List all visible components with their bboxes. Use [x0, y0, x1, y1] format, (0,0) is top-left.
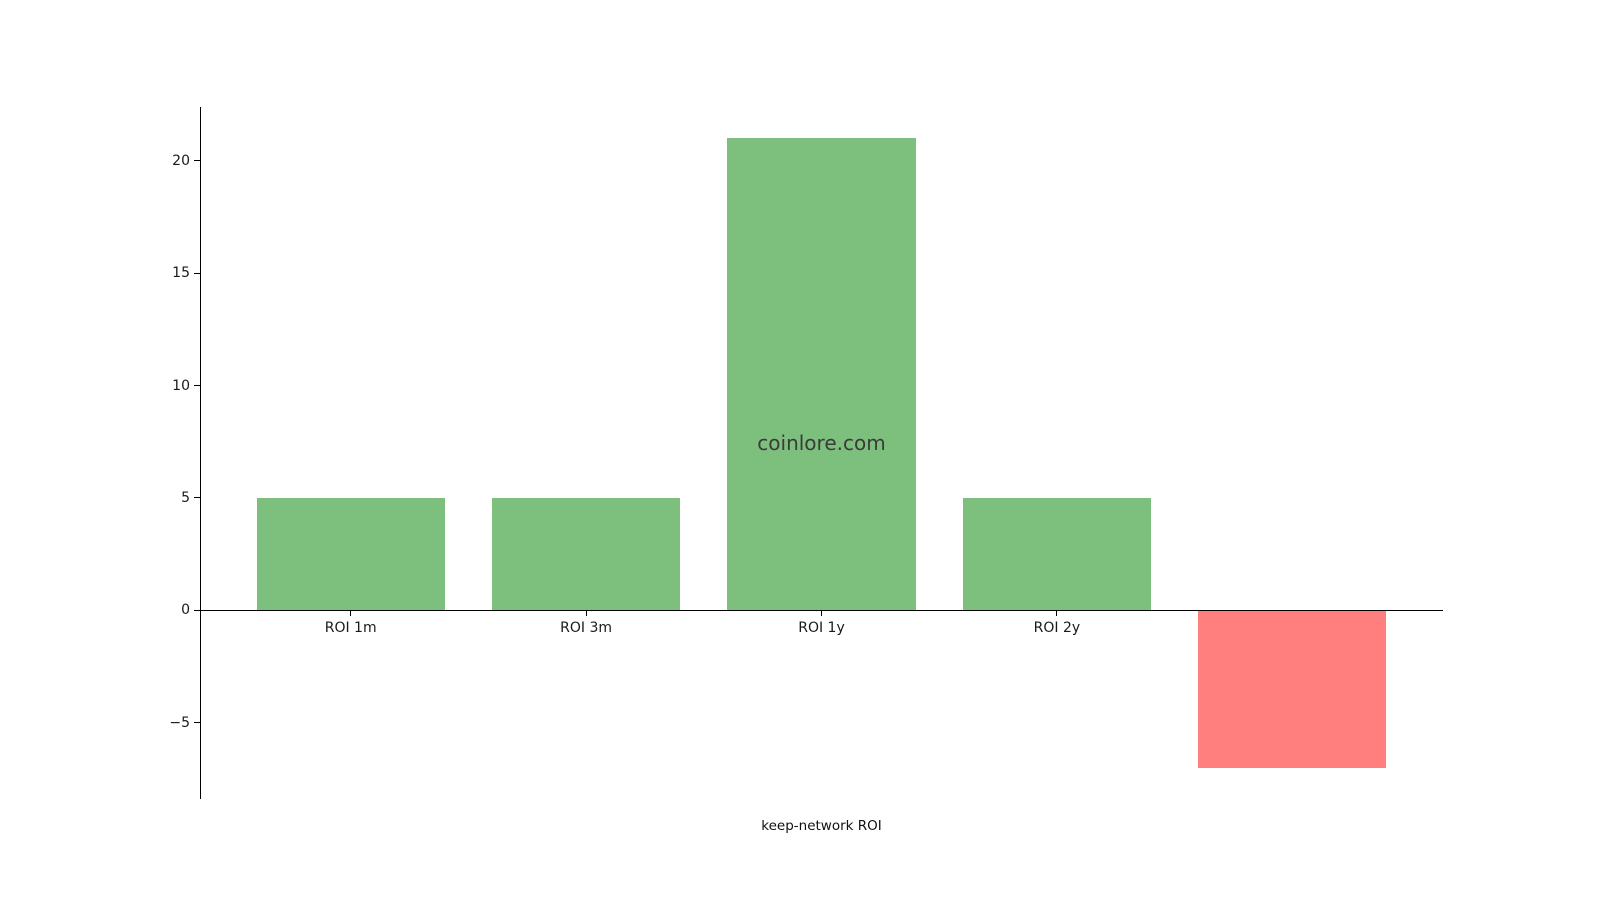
x-axis-line: [200, 609, 1443, 611]
y-tick-mark: [194, 722, 200, 724]
bar: [1198, 610, 1387, 768]
y-tick-label: 0: [181, 602, 190, 619]
x-tick-label: ROI 1y: [798, 620, 845, 637]
y-tick-label: 15: [172, 265, 190, 282]
y-tick-label: −5: [169, 714, 190, 731]
x-tick-mark: [1056, 611, 1058, 617]
y-tick-mark: [194, 609, 200, 611]
y-tick-mark: [194, 497, 200, 499]
bar: [962, 497, 1152, 611]
bar: [491, 497, 681, 611]
x-tick-mark: [821, 611, 822, 617]
y-tick-mark: [194, 385, 200, 387]
chart-title: keep-network ROI: [761, 818, 882, 834]
y-tick-label: 10: [172, 377, 190, 394]
x-tick-mark: [585, 611, 587, 617]
x-tick-label: ROI 2y: [1033, 620, 1081, 637]
y-axis-spine: [200, 107, 201, 799]
x-tick-label: ROI 1m: [324, 620, 377, 637]
bar: [256, 497, 445, 611]
y-tick-label: 20: [172, 152, 190, 169]
bar: [727, 138, 916, 611]
x-tick-mark: [350, 611, 352, 617]
y-tick-label: 5: [181, 489, 190, 506]
y-tick-mark: [194, 272, 200, 274]
x-tick-label: ROI 3m: [560, 620, 613, 637]
watermark-text: coinlore.com: [757, 431, 886, 455]
y-tick-mark: [194, 160, 200, 162]
